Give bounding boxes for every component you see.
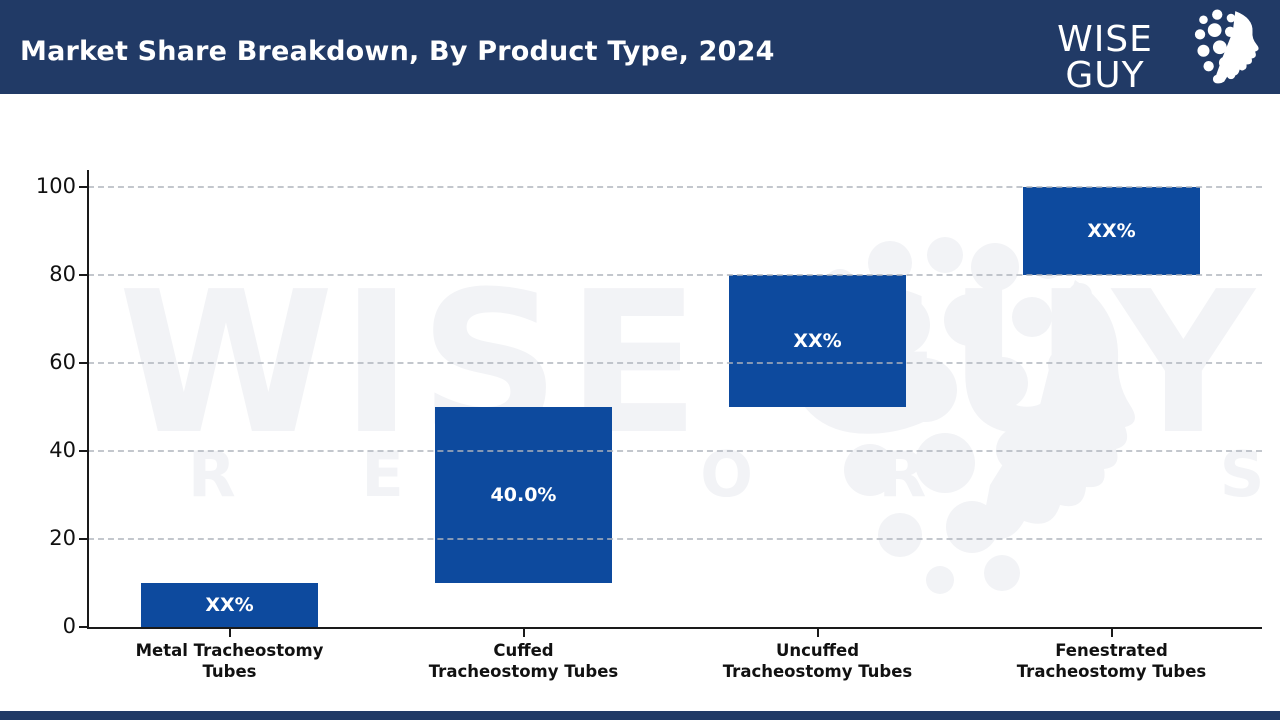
category-label-0: Metal Tracheostomy Tubes [135,641,324,682]
category-label-1: Cuffed Tracheostomy Tubes [428,641,619,682]
y-tick-label-20: 20 [49,526,76,550]
category-label-3: Fenestrated Tracheostomy Tubes [1016,641,1207,682]
y-tick-label-0: 0 [62,614,76,638]
y-tick-100 [79,186,88,188]
category-label-2: Uncuffed Tracheostomy Tubes [722,641,913,682]
bar-value-label-3: XX% [1087,220,1136,242]
bar-0: XX% [141,583,318,627]
y-tick-label-80: 80 [49,262,76,286]
bar-value-label-1: 40.0% [490,484,557,506]
page-title: Market Share Breakdown, By Product Type,… [20,36,775,67]
wise-guy-reports-logo: WISE GUY R E P O R T S [1014,4,1274,125]
y-tick-20 [79,538,88,540]
gridline-y-100 [88,186,1262,188]
header-bar: Market Share Breakdown, By Product Type,… [0,0,1280,125]
x-tick-2 [816,629,819,637]
y-axis-line [87,170,89,629]
y-tick-0 [79,626,88,628]
y-tick-label-100: 100 [35,174,76,198]
bar-1: 40.0% [435,407,612,583]
bar-value-label-2: XX% [793,330,842,352]
gridline-y-80 [88,274,1262,276]
x-tick-0 [228,629,231,637]
gridline-y-60 [88,362,1262,364]
y-tick-60 [79,362,88,364]
x-axis-line [87,627,1262,629]
x-tick-3 [1110,629,1113,637]
x-tick-1 [522,629,525,637]
gridline-y-40 [88,450,1262,452]
bar-2: XX% [729,275,906,407]
y-tick-label-60: 60 [49,350,76,374]
y-tick-80 [79,274,88,276]
gridline-y-20 [88,538,1262,540]
logo-reports-text: R E P O R T S [1035,97,1183,125]
y-tick-40 [79,450,88,452]
bar-3: XX% [1023,187,1200,275]
y-tick-label-40: 40 [49,438,76,462]
bar-value-label-0: XX% [205,594,254,616]
logo-wiseguy-text: WISE GUY [1057,19,1153,96]
footer-bar [0,711,1280,720]
logo-dotted-head-icon [1194,9,1259,84]
